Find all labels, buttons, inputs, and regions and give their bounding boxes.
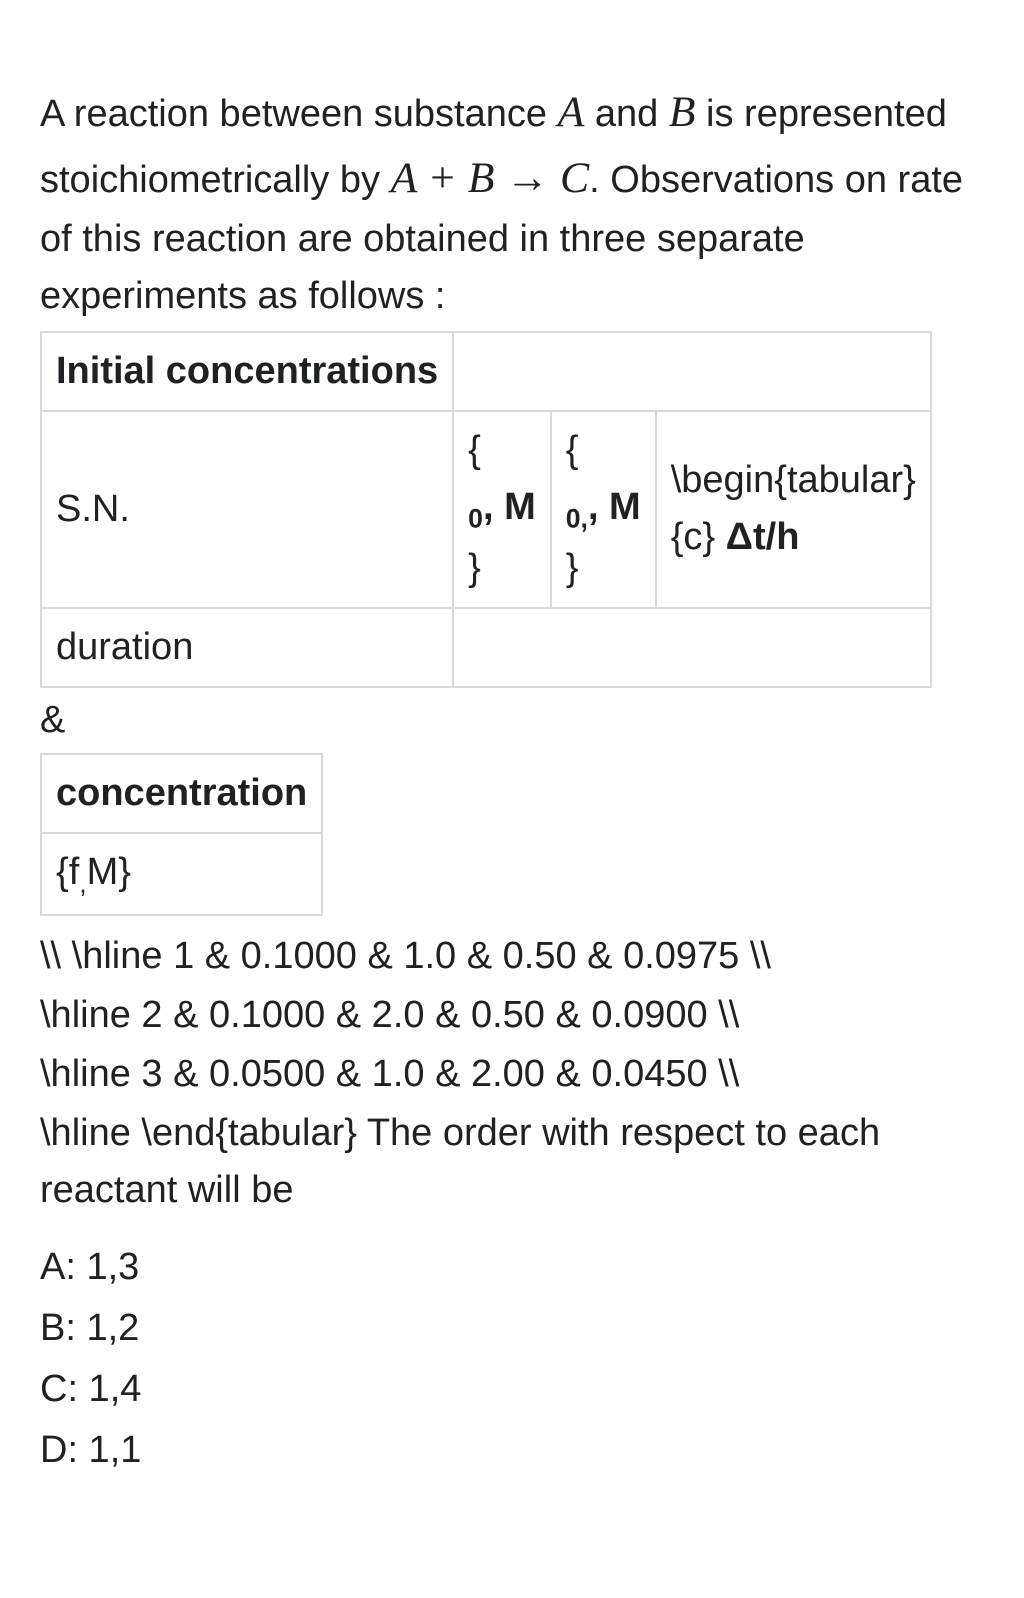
latex-line-3: \hline 3 & 0.0500 & 1.0 & 2.00 & 0.0450 … <box>40 1046 984 1103</box>
table-1: Initial concentrations S.N. { 0, M } { 0… <box>40 331 932 687</box>
ampersand: & <box>40 692 984 749</box>
t2-M: M <box>87 851 119 893</box>
t2-open: {f <box>56 851 79 893</box>
t1-c2-close: } <box>468 547 481 589</box>
option-c: C: 1,4 <box>40 1361 984 1418</box>
t1-col2: { 0, M } <box>453 411 551 607</box>
t1-duration-empty <box>453 608 931 687</box>
arrow: → <box>494 154 560 202</box>
latex-line-2: \hline 2 & 0.1000 & 2.0 & 0.50 & 0.0900 … <box>40 987 984 1044</box>
var-B: B <box>669 88 696 136</box>
var-C: C <box>560 154 589 202</box>
t1-col4: \begin{tabular} {c} Δt/h <box>656 411 931 607</box>
t1-sn: S.N. <box>41 411 453 607</box>
option-a: A: 1,3 <box>40 1239 984 1296</box>
t2-header: concentration <box>41 754 322 833</box>
t1-c4-begin: \begin{tabular} <box>671 459 916 501</box>
t1-duration: duration <box>41 608 453 687</box>
latex-line-1: \\ \hline 1 & 0.1000 & 1.0 & 0.50 & 0.09… <box>40 928 984 985</box>
t2-comma: , <box>79 868 86 898</box>
option-b: B: 1,2 <box>40 1300 984 1357</box>
t1-c4-dt: Δt/h <box>726 516 800 558</box>
t1-header: Initial concentrations <box>41 332 453 411</box>
t1-c3-close: } <box>566 547 579 589</box>
eq-lhs: A + B <box>391 154 495 202</box>
t1-c3-sub: 0, <box>566 504 588 534</box>
t1-col3: { 0,, M } <box>551 411 656 607</box>
latex-end: \hline \end{tabular} <box>40 1112 367 1154</box>
latex-line-4: \hline \end{tabular} The order with resp… <box>40 1105 984 1219</box>
t2-close: } <box>118 851 131 893</box>
t1-c3-open: { <box>566 429 579 471</box>
t2-row: {f,M} <box>41 833 322 915</box>
intro-text-1: A reaction between substance <box>40 93 558 135</box>
option-d: D: 1,1 <box>40 1422 984 1479</box>
t1-c2-sub: 0 <box>468 504 483 534</box>
t1-c3-mid: , M <box>588 486 641 528</box>
t1-header-empty <box>453 332 931 411</box>
var-A: A <box>558 88 585 136</box>
table-2: concentration {f,M} <box>40 753 323 916</box>
t1-c2-open: { <box>468 429 481 471</box>
problem-statement: A reaction between substance A and B is … <box>40 80 984 325</box>
answer-options: A: 1,3 B: 1,2 C: 1,4 D: 1,1 <box>40 1239 984 1479</box>
intro-and: and <box>584 93 669 135</box>
t1-c4-c: {c} <box>671 516 726 558</box>
t1-c2-mid: , M <box>483 486 536 528</box>
